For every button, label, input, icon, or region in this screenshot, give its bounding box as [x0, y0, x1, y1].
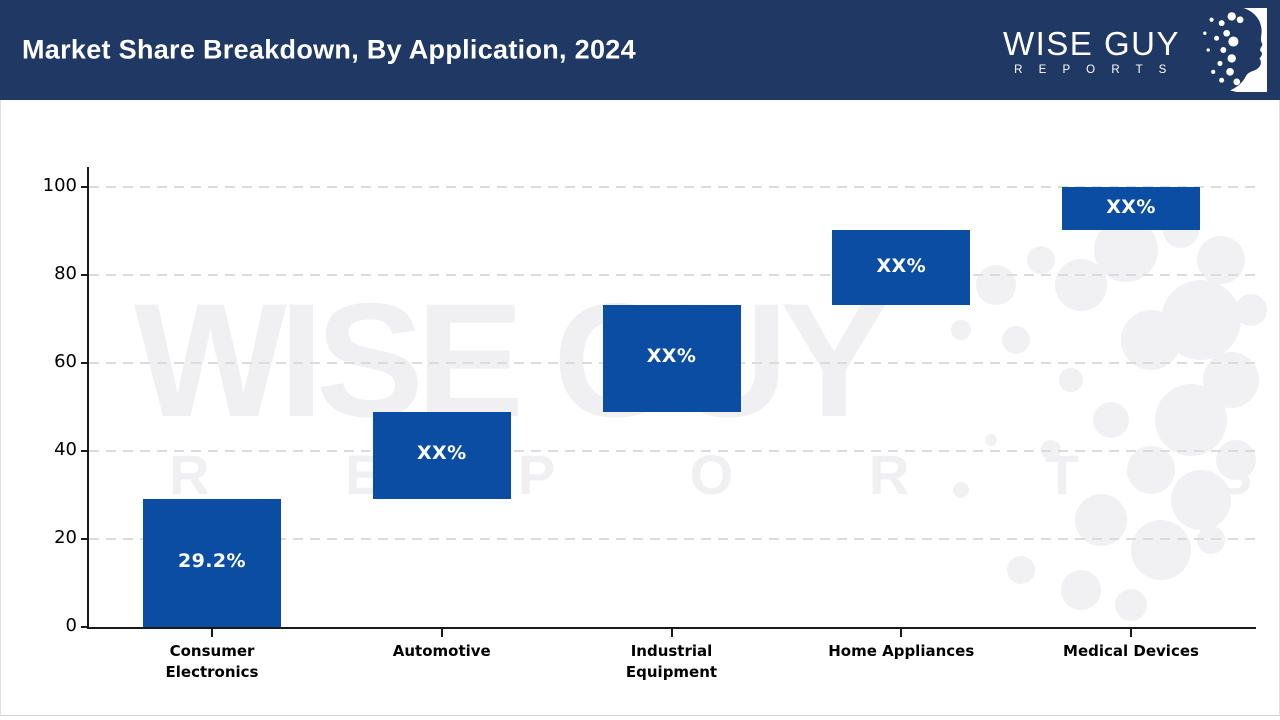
x-tick-mark — [440, 629, 443, 637]
watermark-subtext: R E P O R T S — [169, 443, 1280, 506]
watermark-text: WISE GUY — [134, 270, 888, 451]
brand-name: WISE GUY — [1002, 24, 1180, 62]
bar-value-label: XX% — [876, 254, 927, 277]
page-title: Market Share Breakdown, By Application, … — [22, 34, 636, 65]
bottom-divider — [0, 715, 1280, 716]
y-gridline — [89, 274, 1256, 276]
y-tick-mark — [81, 450, 89, 452]
brand-logo: WISE GUY R E P O R T S — [1003, 8, 1268, 92]
x-tick-mark — [900, 629, 903, 637]
bar-value-label: XX% — [646, 345, 697, 368]
y-tick-mark — [81, 362, 89, 364]
x-category-label: Automotive — [392, 642, 491, 660]
chart-area: WISE GUY R E P O R T S 0 20 40 60 80 100 29.2%… — [0, 100, 1280, 716]
brand-logo-text: WISE GUY R E P O R T S — [1003, 25, 1180, 76]
brand-subtitle: R E P O R T S — [1014, 63, 1173, 76]
y-tick-label: 100 — [42, 175, 77, 196]
waterfall-chart: 0 20 40 60 80 100 29.2% Consumer Electronics XX% A… — [1, 100, 1279, 716]
y-tick-label: 20 — [54, 527, 77, 548]
y-gridline — [89, 450, 1256, 452]
brand-face-icon — [1203, 8, 1267, 92]
y-gridline — [89, 186, 1256, 188]
x-tick-mark — [1130, 629, 1132, 637]
bar-value-label: XX% — [1106, 195, 1156, 218]
y-tick-label: 0 — [65, 615, 77, 636]
y-tick-label: 60 — [54, 351, 77, 372]
x-category-label: Home Appliances — [828, 642, 975, 660]
header: Market Share Breakdown, By Application, … — [0, 0, 1280, 100]
y-tick-mark — [81, 186, 89, 188]
x-category-label: Consumer Electronics — [165, 642, 259, 681]
x-category-label: Industrial Equipment — [625, 642, 718, 681]
bar-segment — [143, 498, 281, 627]
y-tick-mark — [81, 626, 89, 628]
y-axis — [87, 167, 89, 629]
x-tick-mark — [670, 629, 673, 637]
bar-segment — [832, 230, 971, 305]
watermark-face-icon — [951, 212, 1267, 621]
y-tick-label: 80 — [54, 263, 77, 284]
x-category-label: Medical Devices — [1063, 642, 1199, 660]
y-tick-mark — [81, 538, 89, 540]
bar-segment — [372, 411, 511, 499]
y-gridline — [89, 538, 1256, 540]
bar-value-label: XX% — [416, 442, 467, 465]
x-tick-mark — [211, 629, 213, 637]
y-tick-label: 40 — [54, 439, 77, 460]
y-tick-mark — [81, 274, 89, 276]
bar-segment — [602, 304, 741, 412]
bar-segment — [1062, 187, 1200, 231]
x-axis — [87, 627, 1256, 629]
bar-value-label: 29.2% — [178, 549, 246, 572]
